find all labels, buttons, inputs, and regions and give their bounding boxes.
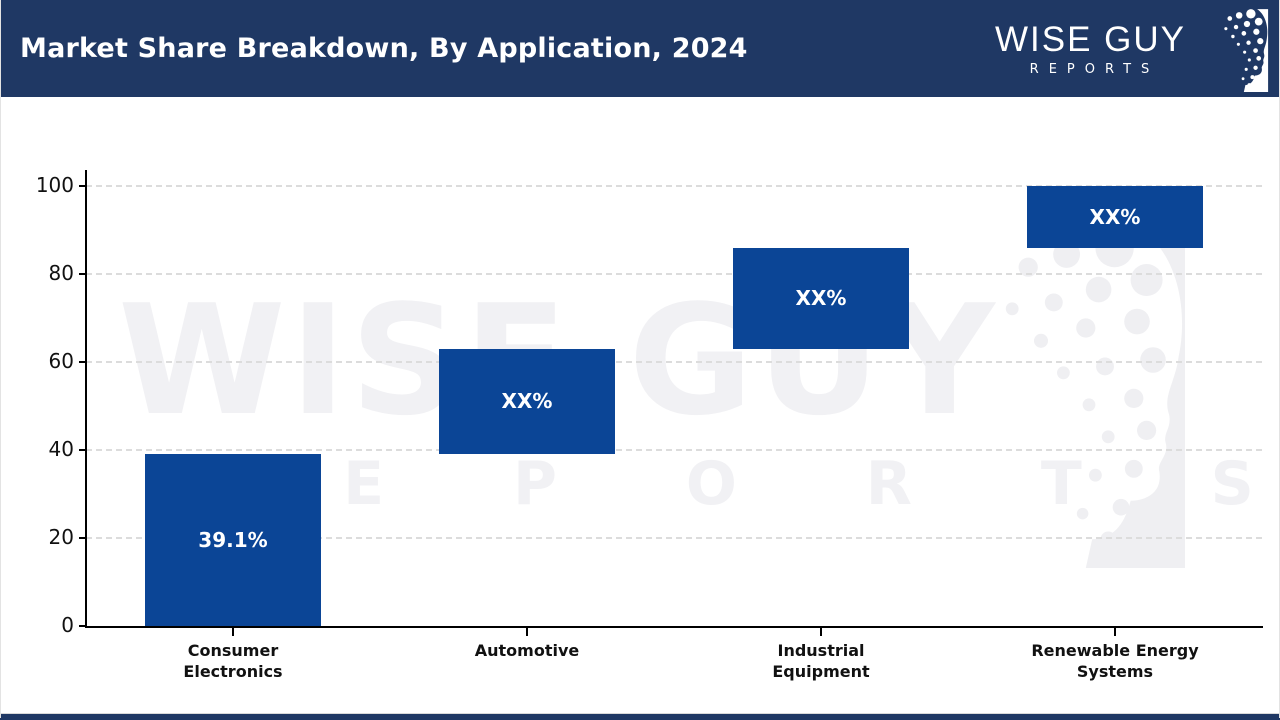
chart-title: Market Share Breakdown, By Application, … [20, 33, 748, 64]
gridline-80 [86, 273, 1262, 275]
bar-value-label: 39.1% [198, 527, 268, 552]
y-tick-mark-20 [79, 537, 87, 539]
brand-logo-text: WISE GUY REPORTS [995, 20, 1186, 77]
x-category-label-2: Industrial Equipment [701, 640, 941, 682]
x-category-label-line: Consumer [187, 641, 279, 660]
y-tick-mark-40 [79, 449, 87, 451]
y-tick-mark-100 [79, 185, 87, 187]
watermark-subtitle-text: R E P O R T S [168, 449, 1280, 519]
gridline-20 [86, 537, 1262, 539]
x-category-label-0: Consumer Electronics [113, 640, 353, 682]
chart-area: WISE GUY R E P O R T S 0 20 40 60 80 100 39.1… [0, 97, 1280, 714]
y-tick-label-40: 40 [48, 437, 74, 461]
x-category-label-line: Renewable Energy [1031, 641, 1199, 660]
x-category-label-line: Industrial [777, 641, 865, 660]
y-tick-label-80: 80 [48, 261, 74, 285]
bar-value-label: XX% [1089, 204, 1141, 229]
y-tick-label-20: 20 [48, 525, 74, 549]
brand-head-icon [1224, 8, 1269, 92]
gridline-40 [86, 449, 1262, 451]
brand-logo: WISE GUY REPORTS [995, 6, 1280, 92]
bar-automotive: XX% [439, 348, 615, 454]
footer-divider [0, 713, 1280, 714]
x-axis-line [85, 626, 1263, 628]
bar-value-label: XX% [501, 389, 553, 414]
x-category-label-line: Systems [1076, 662, 1154, 681]
gridline-100 [86, 185, 1262, 187]
y-tick-mark-0 [79, 625, 87, 627]
bar-consumer-electronics: 39.1% [145, 453, 321, 626]
y-tick-label-60: 60 [48, 349, 74, 373]
brand-subtitle: REPORTS [1029, 62, 1160, 77]
header: Market Share Breakdown, By Application, … [0, 0, 1280, 97]
x-tick-mark-1 [526, 628, 528, 636]
y-tick-label-100: 100 [35, 173, 74, 197]
bar-renewable-energy-systems: XX% [1027, 186, 1203, 248]
x-category-label-line: Automotive [474, 641, 580, 660]
y-axis-line [85, 170, 87, 627]
y-tick-mark-80 [79, 273, 87, 275]
x-category-label-1: Automotive [407, 640, 647, 661]
y-tick-label-0: 0 [61, 613, 74, 637]
y-tick-mark-60 [79, 361, 87, 363]
bar-industrial-equipment: XX% [733, 247, 909, 349]
x-tick-mark-3 [1114, 628, 1116, 636]
gridline-60 [86, 361, 1262, 363]
x-tick-mark-0 [232, 628, 234, 636]
x-category-label-line: Electronics [183, 662, 283, 681]
footer-bar [0, 714, 1280, 720]
brand-name: WISE GUY [994, 20, 1186, 59]
watermark-head-icon [1005, 228, 1185, 569]
x-tick-mark-2 [820, 628, 822, 636]
x-category-label-line: Equipment [772, 662, 870, 681]
x-category-label-3: Renewable Energy Systems [995, 640, 1235, 682]
bar-value-label: XX% [795, 286, 847, 311]
